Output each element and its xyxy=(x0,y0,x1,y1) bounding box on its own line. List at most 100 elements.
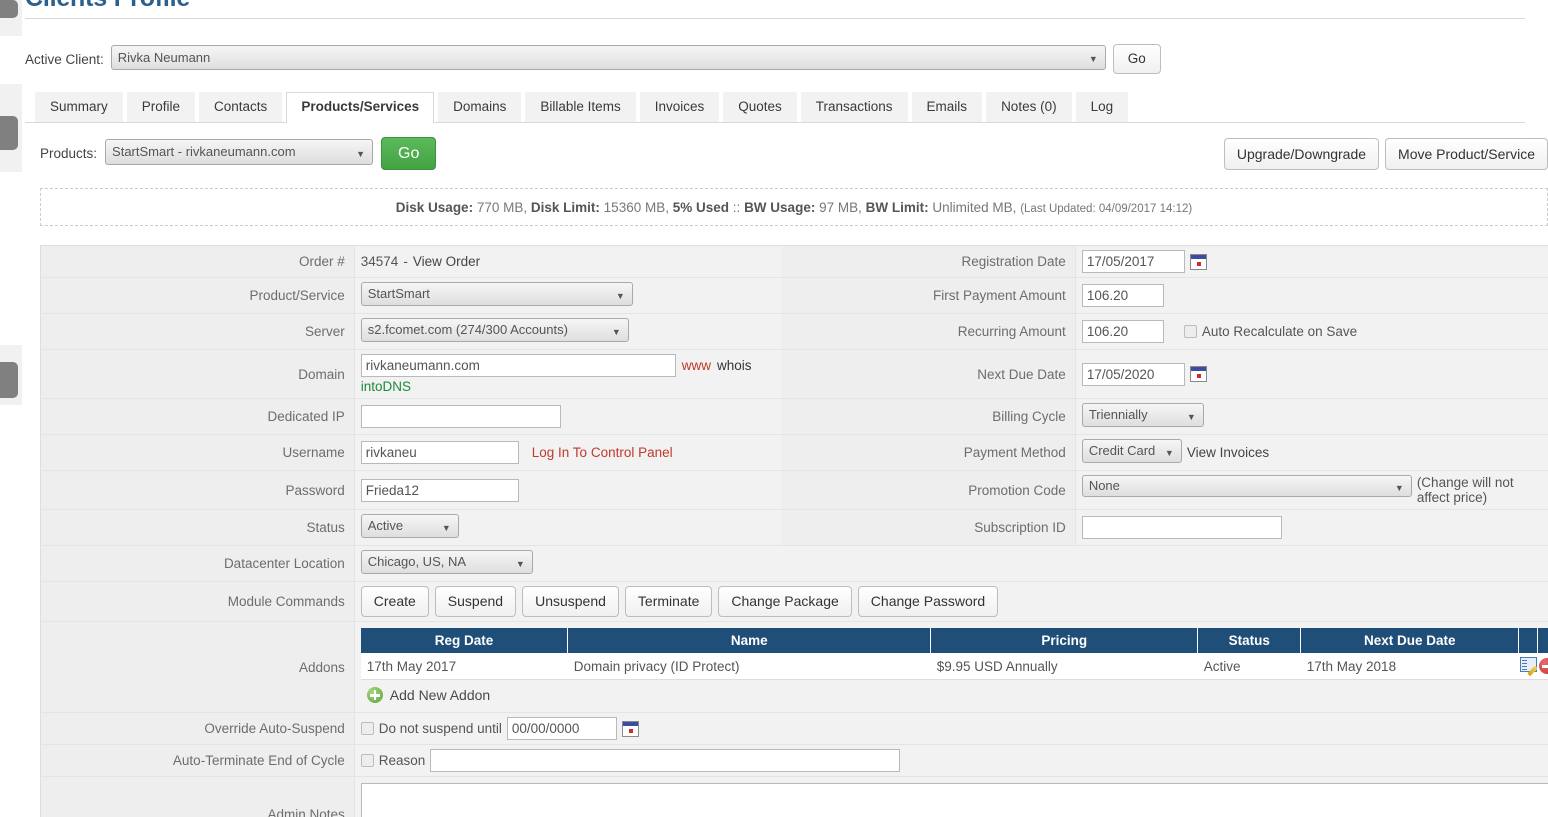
reason-input[interactable] xyxy=(430,749,901,772)
tab-contacts[interactable]: Contacts xyxy=(199,92,283,122)
active-client-go-button[interactable]: Go xyxy=(1112,44,1161,74)
module-commands-buttons: Create Suspend Unsuspend Terminate Change Pa… xyxy=(360,586,1542,617)
status-select[interactable]: Active xyxy=(360,514,459,538)
add-new-addon-button[interactable]: Add New Addon xyxy=(366,687,491,703)
datacenter-select[interactable]: Chicago, US, NA xyxy=(360,550,533,574)
tab-products-services[interactable]: Products/Services xyxy=(286,92,435,123)
tab-quotes[interactable]: Quotes xyxy=(723,92,797,122)
recurring-amount-input[interactable] xyxy=(1081,320,1164,343)
tab-profile[interactable]: Profile xyxy=(126,92,196,122)
upgrade-downgrade-button[interactable]: Upgrade/Downgrade xyxy=(1223,138,1380,170)
dedicated-ip-label: Dedicated IP xyxy=(40,398,355,435)
product-go-button[interactable]: Go xyxy=(381,137,437,170)
create-button[interactable]: Create xyxy=(360,586,429,617)
addons-col-next-due-date: Next Due Date xyxy=(1300,628,1520,653)
subscription-id-input[interactable] xyxy=(1081,516,1282,539)
tab-notes-0[interactable]: Notes (0) xyxy=(986,92,1072,122)
sidebar-stub-3[interactable] xyxy=(0,362,18,398)
server-label: Server xyxy=(40,313,355,350)
auto-recalculate-checkbox[interactable] xyxy=(1183,325,1197,338)
view-invoices-link[interactable]: View Invoices xyxy=(1186,445,1270,460)
tab-invoices[interactable]: Invoices xyxy=(639,92,720,122)
order-number: 34574 xyxy=(360,254,399,269)
username-label: Username xyxy=(40,434,355,471)
active-client-bar: Active Client: Rivka Neumann ▼ Go xyxy=(25,44,1161,74)
calendar-icon[interactable] xyxy=(1189,253,1207,270)
module-commands-cell: Create Suspend Unsuspend Terminate Change Pa… xyxy=(354,581,1548,622)
payment-method-label: Payment Method xyxy=(781,434,1076,471)
reason-label: Reason xyxy=(378,753,426,768)
intodns-link[interactable]: intoDNS xyxy=(360,379,412,394)
login-control-panel-link[interactable]: Log In To Control Panel xyxy=(531,445,673,460)
billing-cycle-cell: Triennially ▼ xyxy=(1075,398,1548,435)
calendar-icon[interactable] xyxy=(1189,366,1207,382)
auto-terminate-checkbox[interactable] xyxy=(360,754,374,767)
status-label: Status xyxy=(40,509,355,546)
addons-col-name: Name xyxy=(567,628,932,653)
username-input[interactable] xyxy=(360,441,519,464)
view-order-link[interactable]: View Order xyxy=(412,254,481,269)
registration-date-cell xyxy=(1075,245,1548,278)
active-client-label: Active Client: xyxy=(25,51,104,67)
tab-log[interactable]: Log xyxy=(1075,92,1129,122)
tab-billable-items[interactable]: Billable Items xyxy=(525,92,636,122)
tab-domains[interactable]: Domains xyxy=(438,92,522,122)
move-product-service-button[interactable]: Move Product/Service xyxy=(1385,138,1548,170)
change-password-button[interactable]: Change Password xyxy=(857,586,999,617)
tab-transactions[interactable]: Transactions xyxy=(800,92,908,122)
change-package-button[interactable]: Change Package xyxy=(718,586,852,617)
domain-label: Domain xyxy=(40,349,355,399)
unsuspend-button[interactable]: Unsuspend xyxy=(522,586,619,617)
next-due-date-label: Next Due Date xyxy=(781,349,1076,399)
domain-input[interactable] xyxy=(360,354,676,377)
form-row-username: Username Log In To Control Panel Payment… xyxy=(40,434,1548,471)
delete-icon[interactable] xyxy=(1538,658,1548,674)
auto-terminate-label: Auto-Terminate End of Cycle xyxy=(40,744,355,777)
addons-table-header-row: Reg Date Name Pricing Status Next Due Date xyxy=(360,628,1548,653)
do-not-suspend-date-input[interactable] xyxy=(506,717,617,740)
www-link[interactable]: www xyxy=(681,358,712,373)
form-row-dedicated-ip: Dedicated IP Billing Cycle Triennially ▼ xyxy=(40,398,1548,435)
billing-cycle-select[interactable]: Triennially xyxy=(1081,403,1204,427)
product-service-select[interactable]: StartSmart xyxy=(360,282,633,306)
admin-notes-textarea[interactable] xyxy=(360,783,1548,817)
client-tabs: Summary Profile Contacts Products/Services D… xyxy=(25,88,1525,123)
server-select[interactable]: s2.fcomet.com (274/300 Accounts) xyxy=(360,318,629,342)
sidebar-stub-1[interactable] xyxy=(0,0,18,18)
dedicated-ip-input[interactable] xyxy=(360,405,561,428)
admin-notes-cell xyxy=(354,776,1548,817)
billing-cycle-label: Billing Cycle xyxy=(781,398,1076,435)
add-new-addon-label: Add New Addon xyxy=(389,687,491,703)
addon-pricing: $9.95 USD Annually xyxy=(930,653,1198,680)
status-cell: Active ▼ xyxy=(354,509,782,546)
override-suspend-checkbox[interactable] xyxy=(360,722,374,735)
next-due-date-input[interactable] xyxy=(1081,362,1185,386)
recurring-amount-cell: Auto Recalculate on Save xyxy=(1075,313,1548,350)
payment-method-select[interactable]: Credit Card xyxy=(1081,439,1182,463)
active-client-select[interactable]: Rivka Neumann xyxy=(110,45,1106,70)
tab-emails[interactable]: Emails xyxy=(911,92,983,122)
registration-date-input[interactable] xyxy=(1081,250,1185,273)
page-title: Clients Profile xyxy=(25,0,190,13)
addon-next-due-date: 17th May 2018 xyxy=(1300,653,1519,680)
terminate-button[interactable]: Terminate xyxy=(624,586,713,617)
form-row-product-service: Product/Service StartSmart ▼ First Payme… xyxy=(40,277,1548,314)
sidebar-stub-2[interactable] xyxy=(0,116,18,150)
auto-terminate-cell: Reason xyxy=(354,744,1548,777)
registration-date-label: Registration Date xyxy=(781,245,1076,278)
product-select[interactable]: StartSmart - rivkaneumann.com xyxy=(105,139,374,165)
tab-summary[interactable]: Summary xyxy=(35,92,123,122)
subscription-id-cell xyxy=(1075,509,1548,546)
edit-icon[interactable] xyxy=(1519,657,1537,672)
usage-separator: :: xyxy=(732,199,741,215)
percent-used: 5% Used xyxy=(672,199,730,215)
suspend-button[interactable]: Suspend xyxy=(434,586,517,617)
calendar-icon[interactable] xyxy=(621,720,639,737)
password-input[interactable] xyxy=(360,478,519,502)
addons-col-actions-6 xyxy=(1537,628,1548,653)
bw-limit-label: BW Limit: xyxy=(865,199,929,215)
whois-link[interactable]: whois xyxy=(717,358,752,373)
first-payment-input[interactable] xyxy=(1081,284,1164,307)
promotion-code-select[interactable]: None xyxy=(1081,475,1412,497)
addon-edit-cell xyxy=(1518,653,1538,680)
